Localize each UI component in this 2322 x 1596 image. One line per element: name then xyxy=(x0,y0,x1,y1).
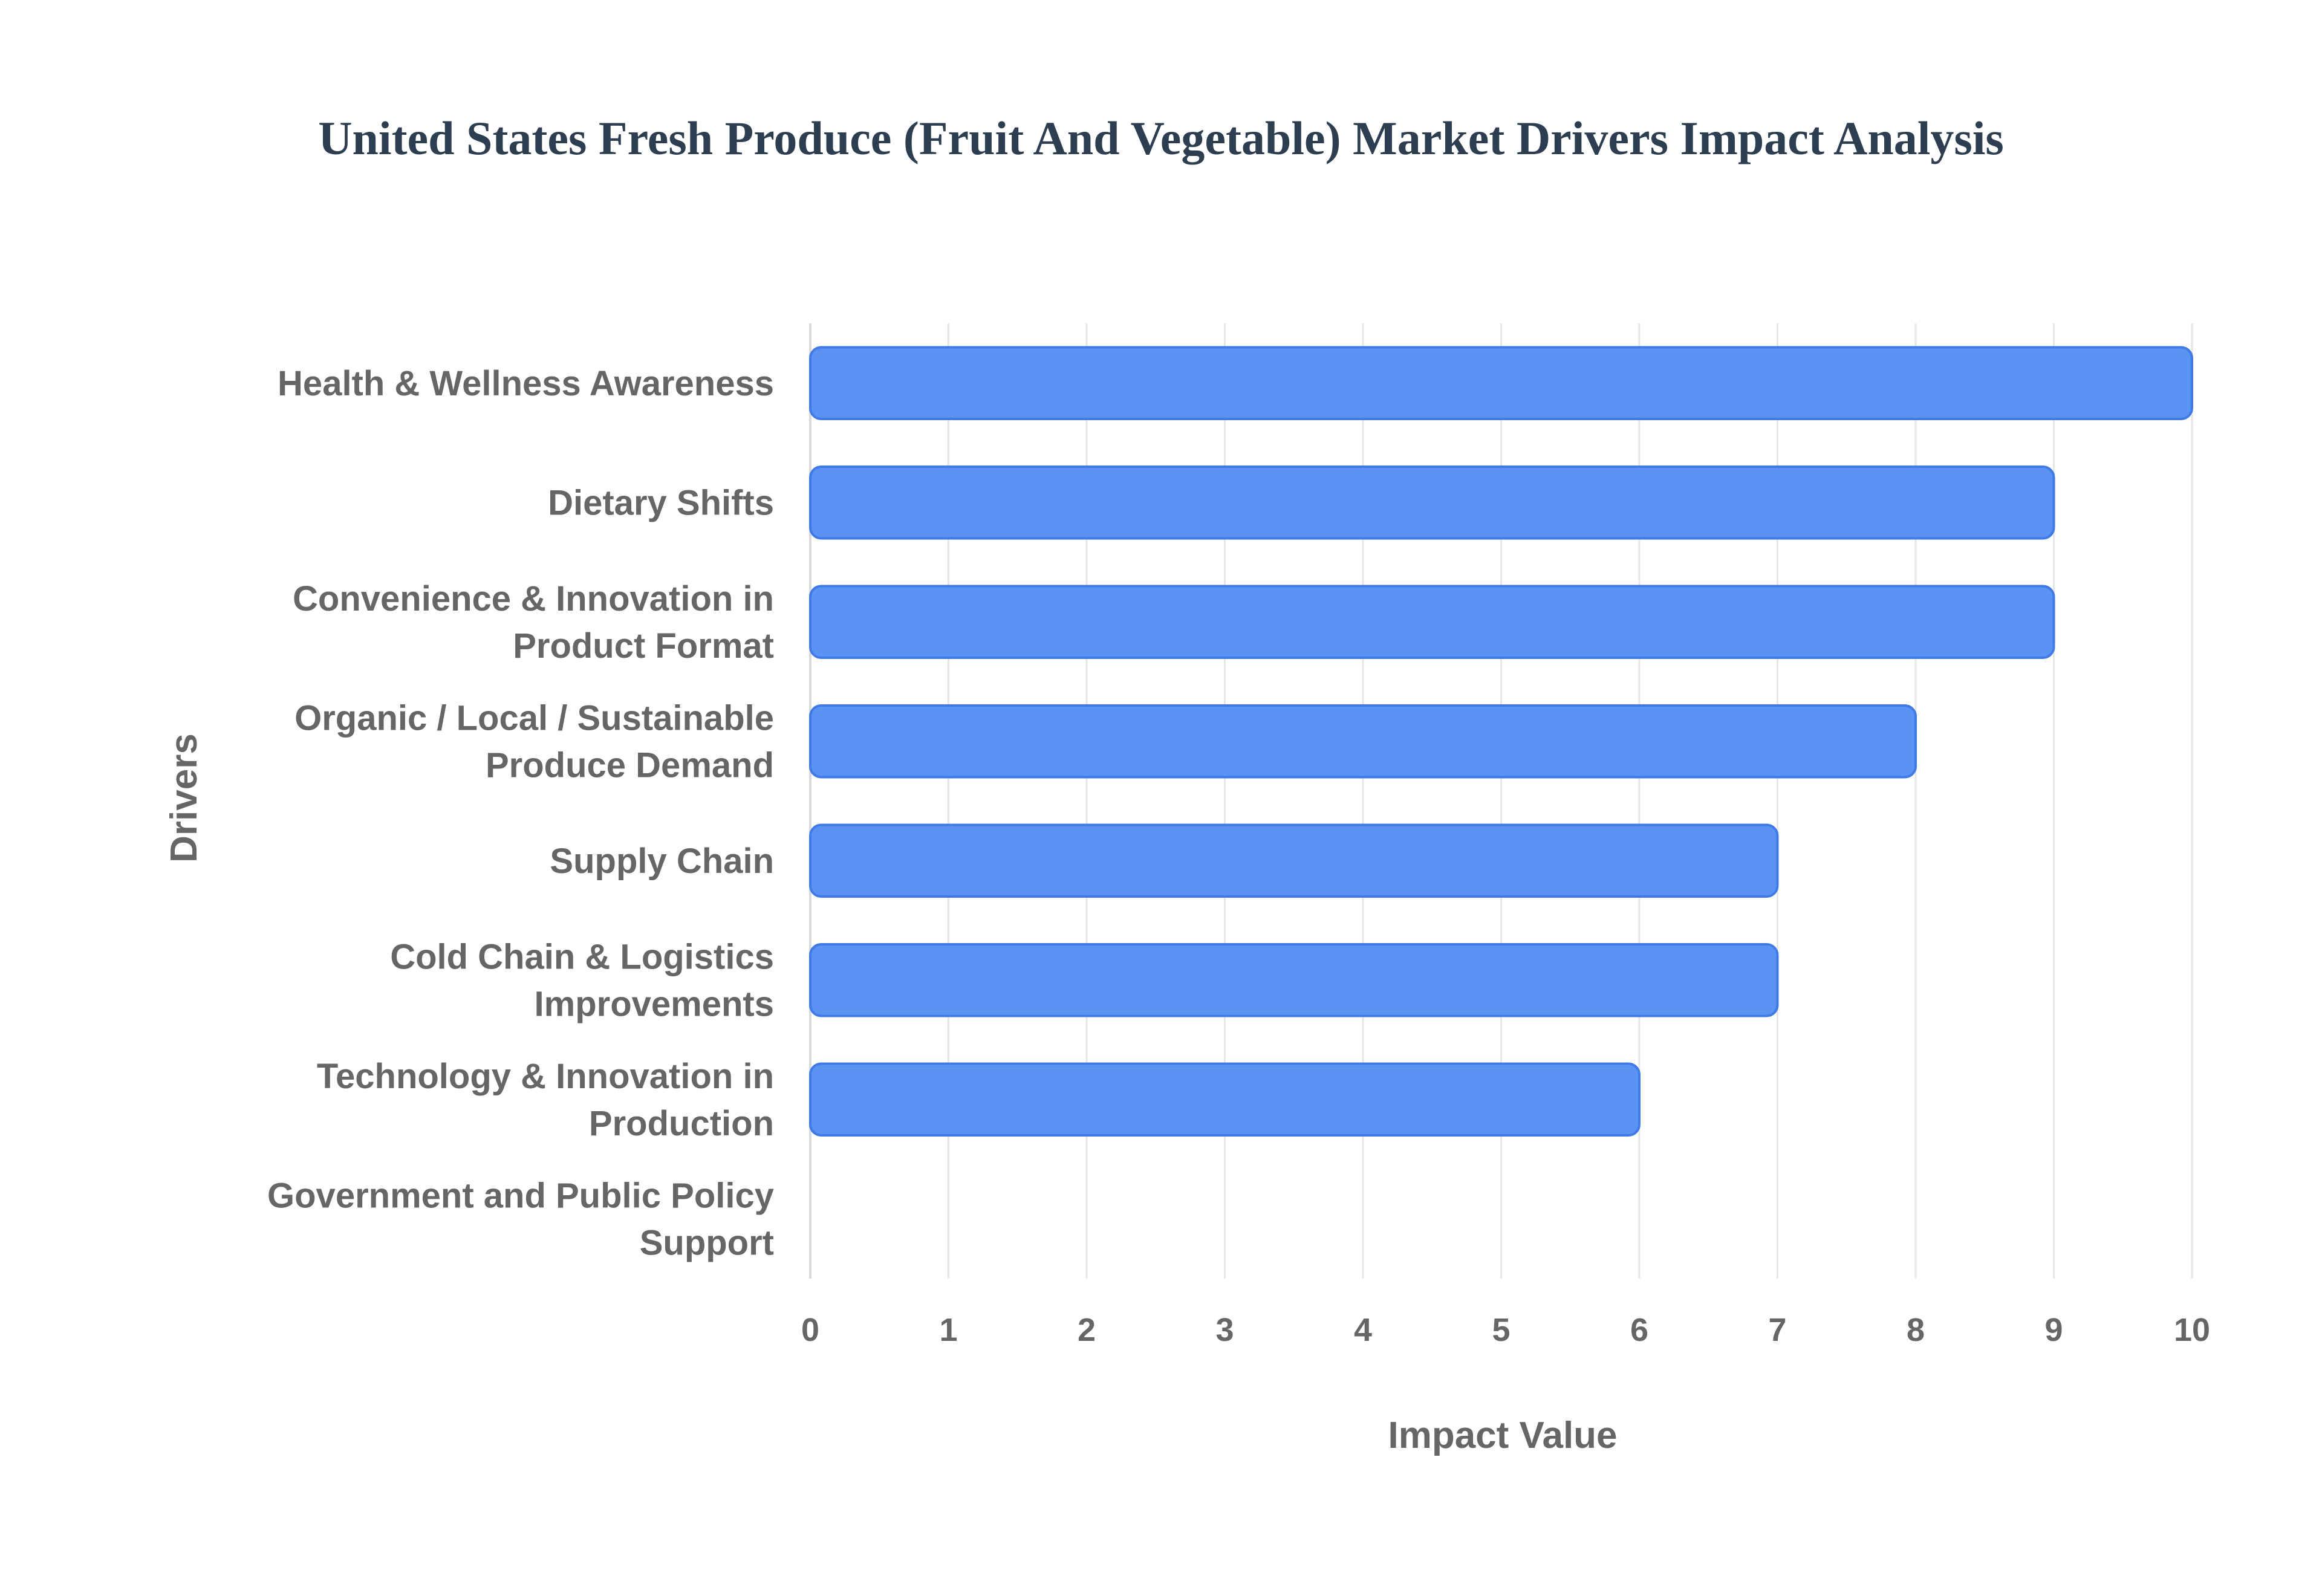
category-label-line: Convenience & Innovation in xyxy=(293,579,774,618)
bars xyxy=(809,346,2193,1137)
x-tick-label: 3 xyxy=(1215,1312,1234,1348)
category-label: Health & Wellness Awareness xyxy=(278,364,774,403)
bar-2 xyxy=(809,585,2055,659)
category-label-line: Dietary Shifts xyxy=(548,483,774,522)
bar-5 xyxy=(809,943,1779,1017)
category-label: Technology & Innovation in Production xyxy=(317,1057,774,1143)
category-label-line: Organic / Local / Sustainable xyxy=(294,698,774,738)
category-label-line: Improvements xyxy=(535,984,774,1023)
x-tick-label: 1 xyxy=(939,1312,957,1348)
category-label-line: Technology & Innovation in xyxy=(317,1057,774,1096)
category-label-line: Production xyxy=(589,1104,774,1143)
x-tick-label: 4 xyxy=(1354,1312,1372,1348)
chart-title: United States Fresh Produce (Fruit And V… xyxy=(318,112,2004,164)
x-tick-label: 0 xyxy=(801,1312,819,1348)
category-label: Supply Chain xyxy=(550,842,774,881)
category-label-line: Government and Public Policy xyxy=(267,1176,774,1215)
x-axis-title: Impact Value xyxy=(1388,1415,1617,1456)
x-tick-label: 10 xyxy=(2174,1312,2210,1348)
x-tick-label: 2 xyxy=(1078,1312,1096,1348)
category-label-line: Support xyxy=(640,1223,774,1262)
y-axis-categories: Health & Wellness Awareness Dietary Shift… xyxy=(267,364,774,1263)
category-label-line: Supply Chain xyxy=(550,842,774,881)
y-axis-title: Drivers xyxy=(163,733,205,863)
bar-1 xyxy=(809,465,2055,540)
category-label-line: Product Format xyxy=(513,626,774,666)
category-label: Cold Chain & Logistics Improvements xyxy=(390,937,774,1023)
category-label-line: Produce Demand xyxy=(486,745,774,785)
x-tick-label: 9 xyxy=(2044,1312,2063,1348)
bar-0 xyxy=(809,346,2193,420)
category-label: Organic / Local / Sustainable Produce Dem… xyxy=(294,698,774,785)
category-label: Convenience & Innovation in Product Forma… xyxy=(293,579,774,666)
x-axis-ticks: 0 1 2 3 4 5 6 7 8 9 10 xyxy=(801,1312,2210,1348)
category-label-line: Cold Chain & Logistics xyxy=(390,937,774,976)
bar-6 xyxy=(809,1062,1641,1137)
x-tick-label: 7 xyxy=(1768,1312,1786,1348)
bar-4 xyxy=(809,823,1779,898)
category-label-line: Health & Wellness Awareness xyxy=(278,364,774,403)
category-label: Dietary Shifts xyxy=(548,483,774,522)
category-label: Government and Public Policy Support xyxy=(267,1176,774,1262)
x-tick-label: 5 xyxy=(1492,1312,1510,1348)
bar-3 xyxy=(809,704,1917,779)
x-tick-label: 6 xyxy=(1630,1312,1648,1348)
x-tick-label: 8 xyxy=(1907,1312,1925,1348)
